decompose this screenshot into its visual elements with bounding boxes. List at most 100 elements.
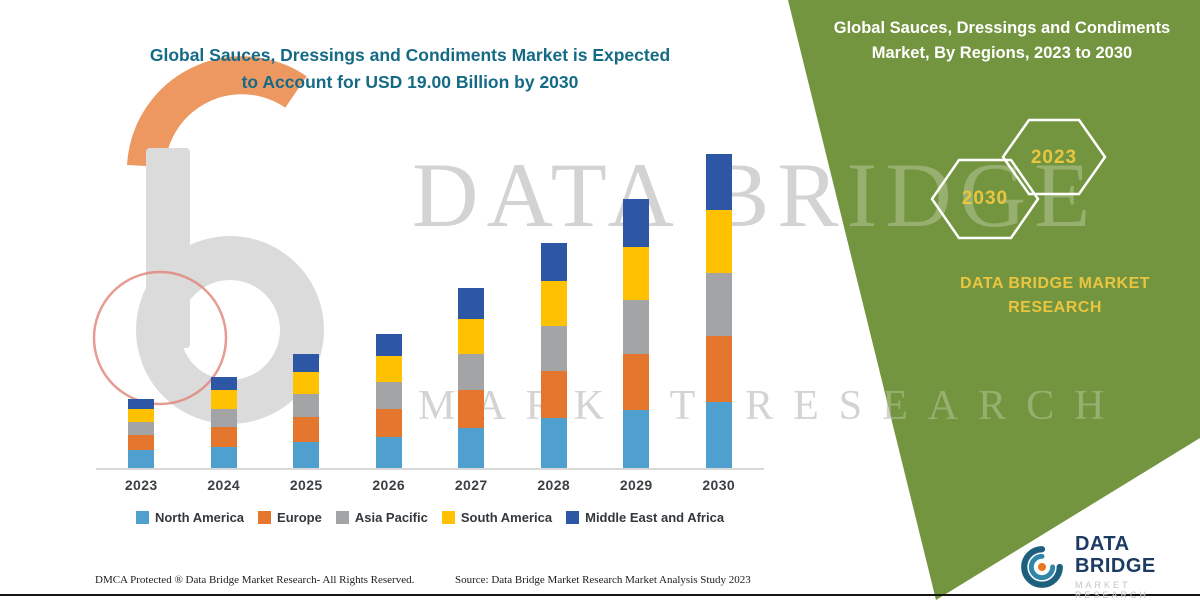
stacked-bar-2029 xyxy=(623,198,650,468)
bar-column-2027: 2027 xyxy=(430,118,513,493)
bottom-rule xyxy=(0,594,1200,596)
bar-segment-europe xyxy=(458,390,485,429)
bar-segment-middle-east-and-africa xyxy=(293,354,320,373)
bar-segment-asia-pacific xyxy=(375,382,402,409)
brand-logo: DATA BRIDGE MARKET RESEARCH xyxy=(1018,533,1200,600)
hexagon-year-2023: 2023 xyxy=(1030,147,1078,168)
bar-segment-north-america xyxy=(375,436,402,468)
bar-area xyxy=(458,118,485,468)
bar-segment-north-america xyxy=(458,428,485,468)
bar-segment-europe xyxy=(128,434,155,450)
stacked-bar-2027 xyxy=(458,287,485,468)
legend-item-europe: Europe xyxy=(258,510,322,525)
bar-segment-middle-east-and-africa xyxy=(623,198,650,247)
x-axis-label-2027: 2027 xyxy=(454,477,488,493)
bar-segment-middle-east-and-africa xyxy=(458,287,485,320)
x-axis-label-2023: 2023 xyxy=(124,477,158,493)
stacked-bar-2023 xyxy=(128,398,155,468)
bar-segment-asia-pacific xyxy=(540,325,567,371)
brand-logo-name: DATA BRIDGE xyxy=(1074,533,1156,577)
legend-label-north-america: North America xyxy=(154,510,245,525)
bar-segment-south-america xyxy=(540,281,567,326)
legend-swatch-middle-east-and-africa xyxy=(566,511,580,524)
plot-area: 2023 2024 2025 2026 2027 2028 2029 2030 xyxy=(96,118,764,493)
chart-legend: North America Europe Asia Pacific South Ame… xyxy=(95,510,765,525)
bar-segment-south-america xyxy=(128,408,155,422)
bar-segment-asia-pacific xyxy=(293,393,320,417)
bar-segment-asia-pacific xyxy=(128,421,155,435)
bar-column-2026: 2026 xyxy=(348,118,431,493)
x-axis-label-2024: 2024 xyxy=(207,477,241,493)
bar-segment-south-america xyxy=(623,246,650,300)
chart-title-line1: Global Sauces, Dressings and Condiments … xyxy=(149,45,671,65)
stacked-bar-2025 xyxy=(293,354,320,468)
stacked-bar-2024 xyxy=(210,377,237,468)
legend-item-middle-east-and-africa: Middle East and Africa xyxy=(566,510,724,525)
bar-segment-south-america xyxy=(375,355,402,383)
bar-segment-north-america xyxy=(128,449,155,468)
bar-segment-north-america xyxy=(705,401,732,468)
dmca-note: DMCA Protected ® Data Bridge Market Rese… xyxy=(95,574,415,586)
source-note: Source: Data Bridge Market Research Mark… xyxy=(455,574,751,586)
bar-segment-europe xyxy=(623,354,650,411)
bar-chart: 2023 2024 2025 2026 2027 2028 2029 2030 xyxy=(96,118,764,493)
legend-swatch-europe xyxy=(258,511,272,524)
bar-column-2030: 2030 xyxy=(678,118,761,493)
x-axis-label-2029: 2029 xyxy=(619,477,653,493)
bar-area xyxy=(210,118,237,468)
bar-segment-europe xyxy=(540,370,567,419)
brand-logo-tagline: MARKET RESEARCH xyxy=(1074,580,1149,600)
bar-segment-south-america xyxy=(293,372,320,394)
bar-segment-north-america xyxy=(540,418,567,468)
bar-area xyxy=(623,118,650,468)
legend-label-middle-east-and-africa: Middle East and Africa xyxy=(585,510,725,525)
bar-segment-asia-pacific xyxy=(210,408,237,427)
bar-column-2025: 2025 xyxy=(265,118,348,493)
bar-segment-asia-pacific xyxy=(623,299,650,355)
x-axis-label-2028: 2028 xyxy=(537,477,571,493)
legend-item-asia-pacific: Asia Pacific xyxy=(335,510,428,525)
bar-column-2028: 2028 xyxy=(513,118,596,493)
bar-column-2029: 2029 xyxy=(595,118,678,493)
x-axis-label-2025: 2025 xyxy=(289,477,323,493)
bar-segment-middle-east-and-africa xyxy=(540,243,567,282)
bar-column-2024: 2024 xyxy=(183,118,266,493)
panel-title: Global Sauces, Dressings and Condiments … xyxy=(833,19,1171,62)
bar-segment-middle-east-and-africa xyxy=(210,377,237,391)
chart-title-line2: to Account for USD 19.00 Billion by 2030 xyxy=(241,72,579,93)
legend-label-south-america: South America xyxy=(460,510,553,525)
legend-swatch-south-america xyxy=(441,511,455,524)
bar-segment-europe xyxy=(375,408,402,437)
bar-column-2023: 2023 xyxy=(100,118,183,493)
bar-segment-asia-pacific xyxy=(705,273,732,336)
x-axis-label-2026: 2026 xyxy=(372,477,406,493)
bar-segment-europe xyxy=(705,335,732,402)
x-axis-label-2030: 2030 xyxy=(702,477,736,493)
bar-segment-north-america xyxy=(623,410,650,468)
bar-area xyxy=(128,118,155,468)
bar-segment-south-america xyxy=(705,210,732,274)
stacked-bar-2028 xyxy=(540,243,567,468)
stacked-bar-2026 xyxy=(375,334,402,468)
bar-segment-europe xyxy=(293,416,320,442)
bar-area xyxy=(540,118,567,468)
bar-segment-south-america xyxy=(458,319,485,354)
brand-caption: DATA BRIDGE MARKET RESEARCH xyxy=(959,275,1151,316)
stacked-bar-2030 xyxy=(705,154,732,468)
bar-segment-europe xyxy=(210,426,237,447)
bar-segment-asia-pacific xyxy=(458,353,485,391)
legend-label-asia-pacific: Asia Pacific xyxy=(354,510,428,525)
bar-segment-middle-east-and-africa xyxy=(375,334,402,356)
chart-title: Global Sauces, Dressings and Condiments … xyxy=(100,42,720,96)
bar-area xyxy=(705,118,732,468)
bar-segment-middle-east-and-africa xyxy=(705,154,732,211)
legend-swatch-north-america xyxy=(135,511,149,524)
legend-swatch-asia-pacific xyxy=(335,511,349,524)
legend-item-south-america: South America xyxy=(441,510,553,525)
bar-segment-north-america xyxy=(293,441,320,468)
swirl-logo-icon xyxy=(1021,545,1063,588)
bar-segment-middle-east-and-africa xyxy=(128,398,155,409)
bar-segment-north-america xyxy=(210,446,237,468)
hexagon-year-2030: 2030 xyxy=(961,188,1009,209)
